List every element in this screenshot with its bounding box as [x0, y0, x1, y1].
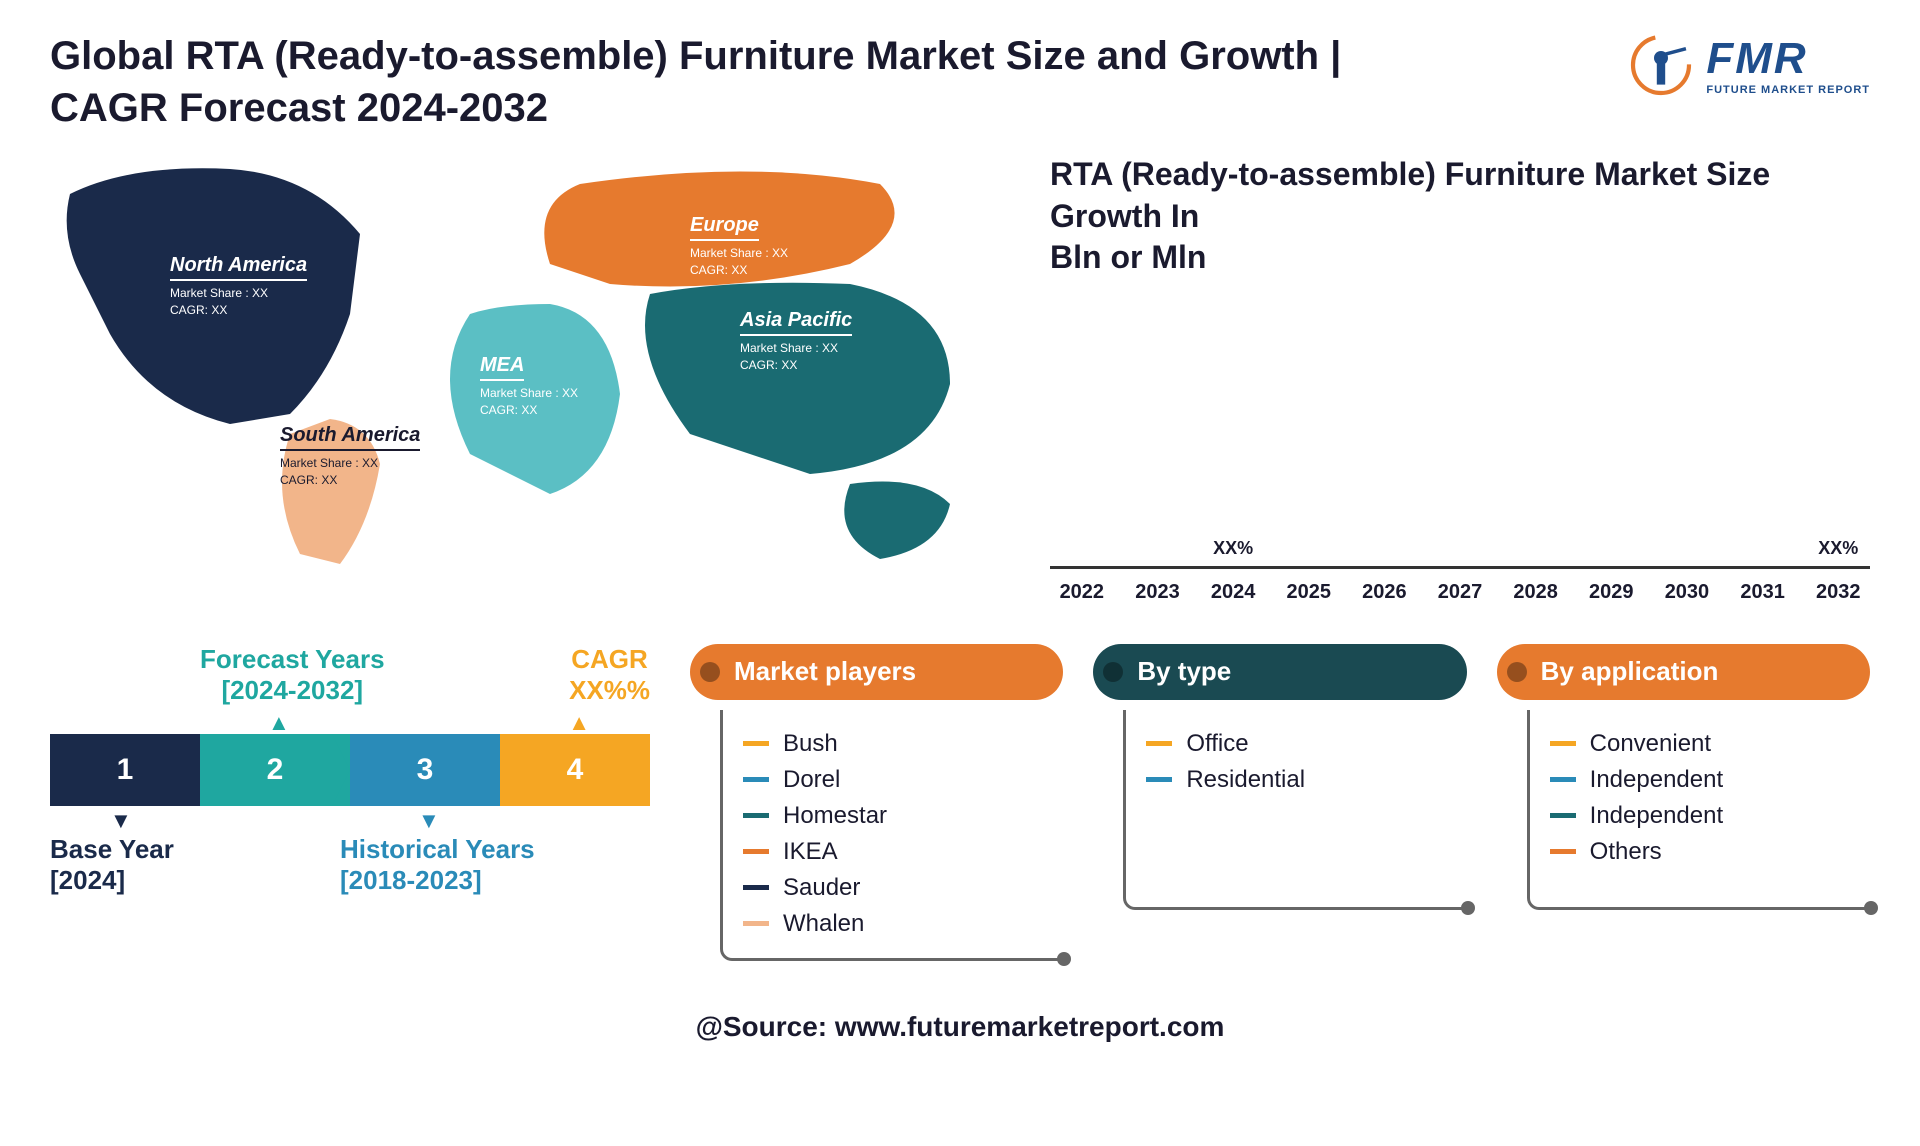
- category-item: Sauder: [743, 874, 1063, 902]
- base-label: Base Year[2024]: [50, 834, 174, 896]
- year-label: 2027: [1428, 581, 1492, 604]
- cagr-pointer-icon: ▲: [568, 710, 590, 736]
- category-item: Residential: [1146, 766, 1466, 794]
- world-map: North AmericaMarket Share : XXCAGR: XX So…: [50, 154, 1010, 574]
- category-type: By type Office Residential: [1093, 644, 1466, 961]
- category-item: Others: [1550, 838, 1870, 866]
- year-label: 2025: [1277, 581, 1341, 604]
- base-pointer-icon: ▼: [110, 808, 132, 834]
- cagr-label: CAGRXX%%: [569, 644, 650, 706]
- year-label: 2030: [1655, 581, 1719, 604]
- category-item: Bush: [743, 730, 1063, 758]
- region-mea: MEAMarket Share : XXCAGR: XX: [480, 354, 578, 419]
- timeline-segment-4: 4: [500, 734, 650, 806]
- timeline-segment-1: 1: [50, 734, 200, 806]
- forecast-label: Forecast Years[2024-2032]: [200, 644, 385, 706]
- category-header: Market players: [690, 644, 1063, 700]
- year-label: 2022: [1050, 581, 1114, 604]
- logo: FMR FUTURE MARKET REPORT: [1626, 30, 1870, 100]
- category-item: IKEA: [743, 838, 1063, 866]
- timeline-segment-3: 3: [350, 734, 500, 806]
- category-header: By application: [1497, 644, 1870, 700]
- forecast-pointer-icon: ▲: [268, 710, 290, 736]
- year-label: 2032: [1806, 581, 1870, 604]
- timeline-segment-2: 2: [200, 734, 350, 806]
- region-north_america: North AmericaMarket Share : XXCAGR: XX: [170, 254, 307, 319]
- timeline: Forecast Years[2024-2032] ▲ CAGRXX%% ▲ 1…: [50, 644, 650, 806]
- category-item: Independent: [1550, 766, 1870, 794]
- year-label: 2031: [1731, 581, 1795, 604]
- category-item: Convenient: [1550, 730, 1870, 758]
- year-label: 2028: [1504, 581, 1568, 604]
- category-header: By type: [1093, 644, 1466, 700]
- source-attribution: @Source: www.futuremarketreport.com: [50, 1011, 1870, 1043]
- year-label: 2023: [1126, 581, 1190, 604]
- region-asia_pacific: Asia PacificMarket Share : XXCAGR: XX: [740, 309, 852, 374]
- historical-pointer-icon: ▼: [418, 808, 440, 834]
- bar-chart: RTA (Ready-to-assemble) Furniture Market…: [1050, 154, 1870, 604]
- logo-subtitle: FUTURE MARKET REPORT: [1706, 84, 1870, 96]
- header: Global RTA (Ready-to-assemble) Furniture…: [50, 30, 1870, 134]
- category-application: By application Convenient Independent Indep…: [1497, 644, 1870, 961]
- historical-label: Historical Years[2018-2023]: [340, 834, 535, 896]
- category-item: Dorel: [743, 766, 1063, 794]
- logo-icon: [1626, 30, 1696, 100]
- category-item: Office: [1146, 730, 1466, 758]
- logo-abbr: FMR: [1706, 34, 1870, 84]
- category-players: Market players Bush Dorel Homestar IKEA Saude…: [690, 644, 1063, 961]
- year-label: 2024: [1201, 581, 1265, 604]
- category-item: Independent: [1550, 802, 1870, 830]
- categories: Market players Bush Dorel Homestar IKEA Saude…: [690, 644, 1870, 961]
- chart-title: RTA (Ready-to-assemble) Furniture Market…: [1050, 154, 1870, 279]
- year-label: 2026: [1353, 581, 1417, 604]
- region-europe: EuropeMarket Share : XXCAGR: XX: [690, 214, 788, 279]
- category-item: Homestar: [743, 802, 1063, 830]
- region-south_america: South AmericaMarket Share : XXCAGR: XX: [280, 424, 420, 489]
- year-label: 2029: [1579, 581, 1643, 604]
- page-title: Global RTA (Ready-to-assemble) Furniture…: [50, 30, 1450, 134]
- category-item: Whalen: [743, 910, 1063, 938]
